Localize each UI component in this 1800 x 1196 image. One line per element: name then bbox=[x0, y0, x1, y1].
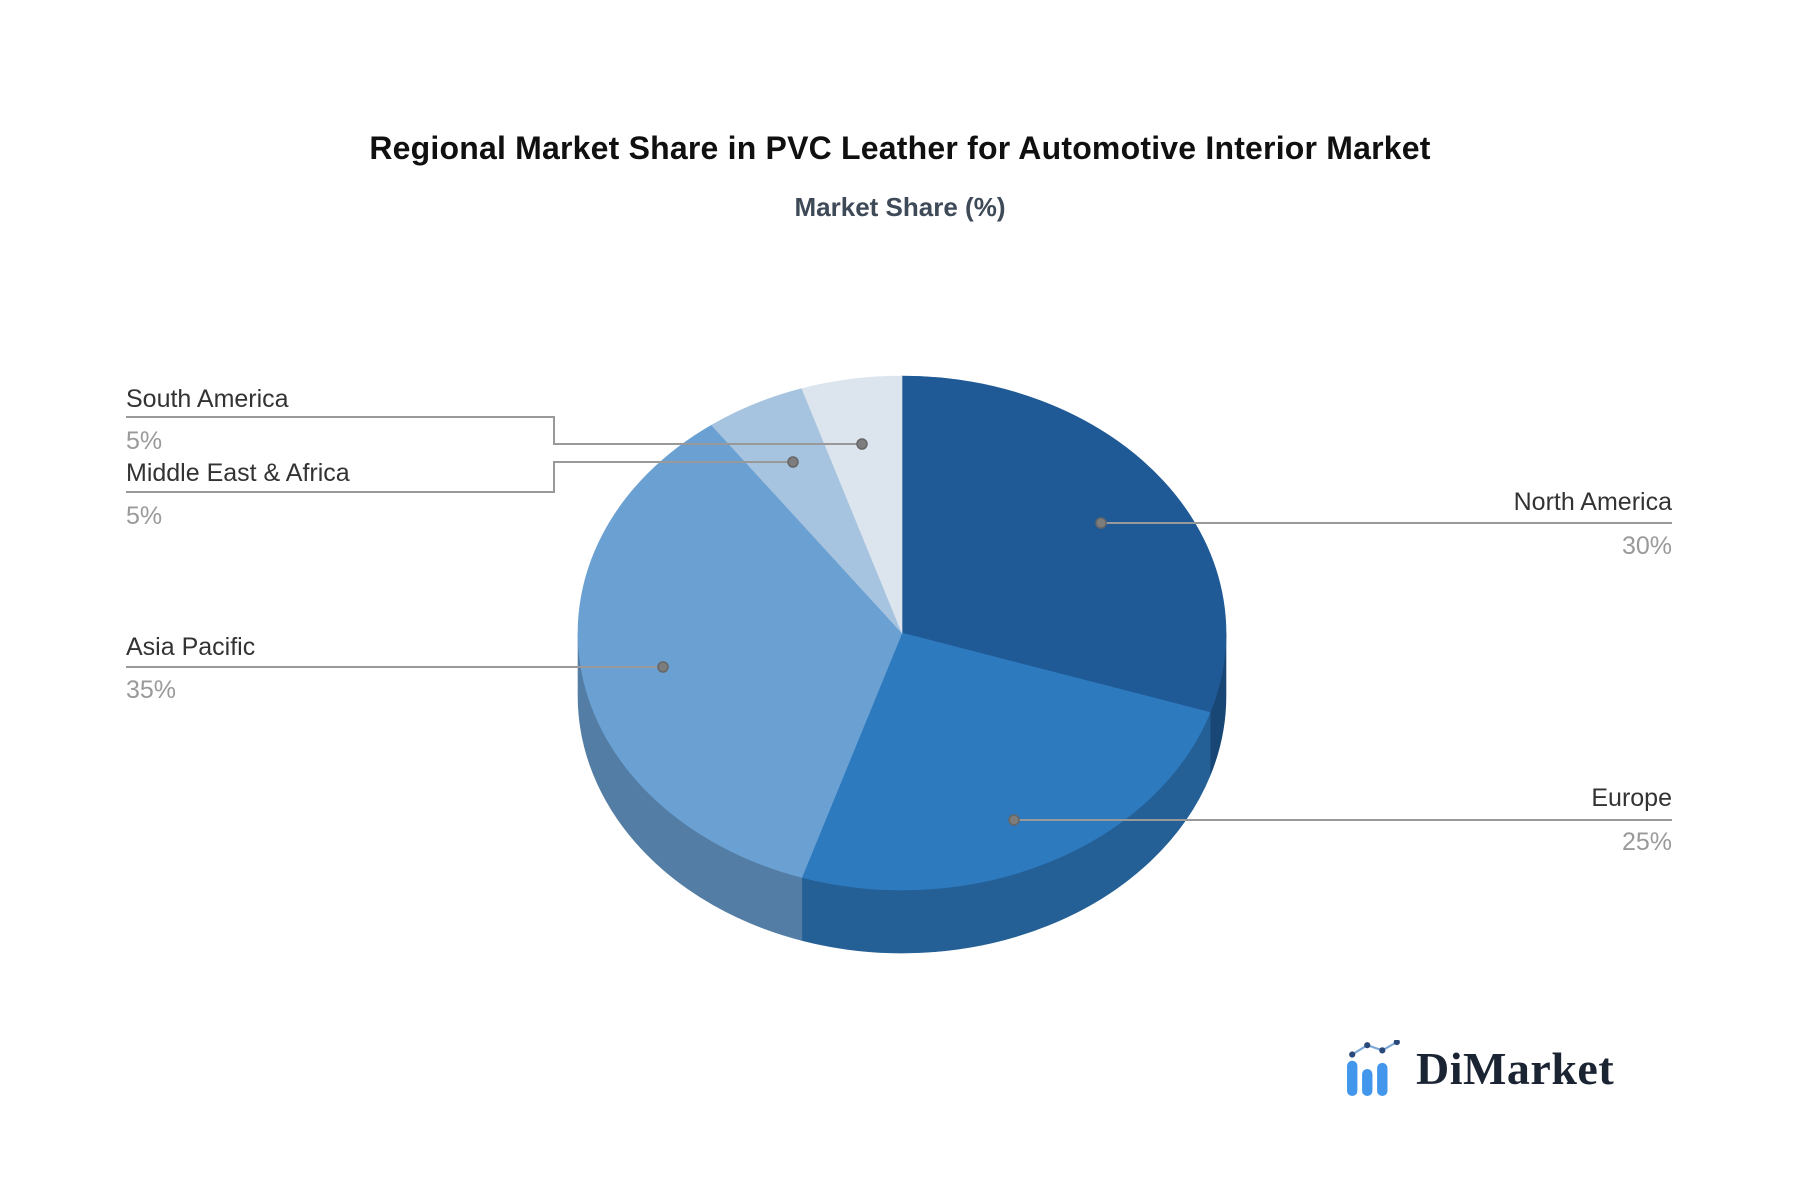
callout-dots bbox=[657, 438, 1107, 826]
callout-label-europe: Europe bbox=[1591, 784, 1672, 812]
callout-value-asia-pacific: 35% bbox=[126, 676, 177, 704]
brand-logo-text: DiMarket bbox=[1416, 1042, 1615, 1094]
callout-dot-north-america bbox=[1095, 517, 1107, 529]
chart-subtitle: Market Share (%) bbox=[794, 192, 1006, 222]
leader-line-south-america bbox=[126, 416, 862, 445]
callout-dot-asia-pacific bbox=[657, 661, 669, 673]
pie-slice-europe bbox=[801, 632, 1211, 891]
pie-3d bbox=[577, 375, 1227, 954]
callout-value-middle-east-africa: 5% bbox=[126, 502, 163, 530]
callout-label-asia-pacific: Asia Pacific bbox=[126, 633, 256, 661]
callout-label-north-america: North America bbox=[1513, 488, 1672, 516]
chart-title: Regional Market Share in PVC Leather for… bbox=[369, 130, 1431, 166]
pie-slice-south-america bbox=[801, 375, 903, 634]
pie-slice-north-america bbox=[901, 375, 1227, 713]
callout-dot-middle-east-africa bbox=[787, 456, 799, 468]
callout-dot-south-america bbox=[856, 438, 868, 450]
callout-label-middle-east-africa: Middle East & Africa bbox=[126, 459, 350, 487]
callout-value-europe: 25% bbox=[1621, 828, 1672, 856]
chart-bars-icon bbox=[1347, 1040, 1400, 1096]
brand-logo: DiMarket bbox=[1346, 1040, 1614, 1096]
callout-label-south-america: South America bbox=[126, 385, 289, 413]
leader-lines bbox=[126, 416, 1672, 821]
callout-value-south-america: 5% bbox=[126, 427, 163, 455]
callout-dot-europe bbox=[1008, 814, 1020, 826]
callout-value-north-america: 30% bbox=[1621, 532, 1672, 560]
pie-slice-asia-pacific bbox=[577, 424, 903, 878]
leader-line-middle-east-africa bbox=[126, 461, 793, 493]
